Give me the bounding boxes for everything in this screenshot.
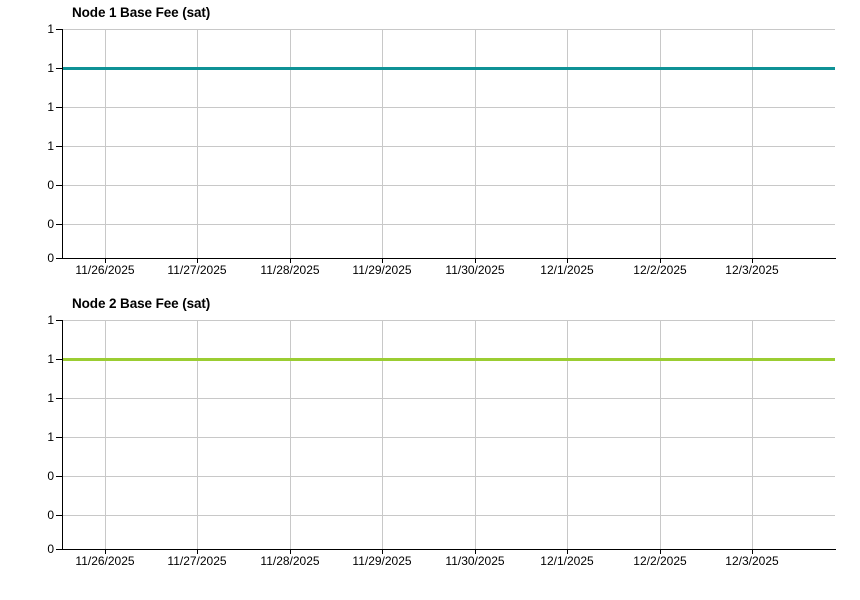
y-axis-tick bbox=[56, 68, 62, 69]
x-axis-tick bbox=[567, 549, 568, 554]
vertical-gridline bbox=[752, 320, 753, 549]
y-axis-tick-label: 0 bbox=[47, 217, 54, 231]
x-axis-tick bbox=[382, 549, 383, 554]
vertical-gridline bbox=[475, 320, 476, 549]
x-axis-tick bbox=[197, 549, 198, 554]
horizontal-gridline bbox=[62, 476, 835, 477]
x-axis-tick bbox=[752, 258, 753, 263]
x-axis-tick bbox=[567, 258, 568, 263]
y-axis-tick-label: 0 bbox=[47, 251, 54, 265]
y-axis-tick bbox=[56, 320, 62, 321]
horizontal-gridline bbox=[62, 185, 835, 186]
x-axis-tick bbox=[475, 549, 476, 554]
x-axis-tick-label: 11/29/2025 bbox=[352, 554, 412, 568]
y-axis-tick bbox=[56, 29, 62, 30]
x-axis-tick-label: 12/2/2025 bbox=[633, 554, 687, 568]
horizontal-gridline bbox=[62, 515, 835, 516]
y-axis-tick-label: 0 bbox=[47, 508, 54, 522]
x-axis-tick-label: 11/26/2025 bbox=[75, 263, 135, 277]
y-axis-tick bbox=[56, 398, 62, 399]
y-axis-tick bbox=[56, 258, 62, 259]
y-axis-tick-label: 1 bbox=[47, 61, 54, 75]
x-axis-tick-label: 12/3/2025 bbox=[725, 554, 779, 568]
series-line bbox=[62, 67, 835, 70]
chart-title: Node 2 Base Fee (sat) bbox=[72, 296, 211, 311]
x-axis-tick bbox=[290, 549, 291, 554]
horizontal-gridline bbox=[62, 146, 835, 147]
x-axis-line bbox=[62, 258, 836, 259]
y-axis-tick-label: 1 bbox=[47, 352, 54, 366]
x-axis-tick-label: 11/27/2025 bbox=[167, 554, 227, 568]
y-axis-tick bbox=[56, 146, 62, 147]
chart-panel-node-1: Node 1 Base Fee (sat) 1 1 1 1 0 0 0 11/26/2025 1… bbox=[0, 0, 860, 290]
vertical-gridline bbox=[105, 29, 106, 258]
y-axis-tick-label: 0 bbox=[47, 178, 54, 192]
y-axis-line bbox=[62, 29, 63, 259]
horizontal-gridline bbox=[62, 398, 835, 399]
vertical-gridline bbox=[660, 29, 661, 258]
vertical-gridline bbox=[567, 320, 568, 549]
y-axis-tick bbox=[56, 549, 62, 550]
horizontal-gridline bbox=[62, 29, 835, 30]
vertical-gridline bbox=[752, 29, 753, 258]
y-axis-tick bbox=[56, 476, 62, 477]
y-axis-tick bbox=[56, 224, 62, 225]
x-axis-tick bbox=[382, 258, 383, 263]
x-axis-tick bbox=[105, 549, 106, 554]
y-axis-tick bbox=[56, 437, 62, 438]
x-axis-tick bbox=[290, 258, 291, 263]
vertical-gridline bbox=[290, 320, 291, 549]
x-axis-tick bbox=[105, 258, 106, 263]
y-axis-tick bbox=[56, 107, 62, 108]
vertical-gridline bbox=[382, 320, 383, 549]
vertical-gridline bbox=[382, 29, 383, 258]
vertical-gridline bbox=[197, 320, 198, 549]
x-axis-tick bbox=[475, 258, 476, 263]
x-axis-tick-label: 11/30/2025 bbox=[445, 263, 505, 277]
vertical-gridline bbox=[567, 29, 568, 258]
horizontal-gridline bbox=[62, 320, 835, 321]
y-axis-tick-label: 1 bbox=[47, 139, 54, 153]
plot-area bbox=[62, 29, 835, 258]
y-axis-line bbox=[62, 320, 63, 550]
chart-title: Node 1 Base Fee (sat) bbox=[72, 5, 211, 20]
y-axis-tick bbox=[56, 185, 62, 186]
y-axis-tick bbox=[56, 515, 62, 516]
x-axis-tick-label: 11/28/2025 bbox=[260, 263, 320, 277]
x-axis-tick-label: 11/28/2025 bbox=[260, 554, 320, 568]
x-axis-line bbox=[62, 549, 836, 550]
plot-area bbox=[62, 320, 835, 549]
y-axis-tick-label: 0 bbox=[47, 469, 54, 483]
y-axis-tick-label: 1 bbox=[47, 100, 54, 114]
x-axis-tick-label: 11/26/2025 bbox=[75, 554, 135, 568]
horizontal-gridline bbox=[62, 107, 835, 108]
x-axis-tick-label: 12/1/2025 bbox=[540, 263, 594, 277]
x-axis-tick bbox=[660, 258, 661, 263]
x-axis-tick-label: 12/1/2025 bbox=[540, 554, 594, 568]
y-axis-tick-label: 0 bbox=[47, 542, 54, 556]
vertical-gridline bbox=[197, 29, 198, 258]
y-axis-tick-label: 1 bbox=[47, 313, 54, 327]
horizontal-gridline bbox=[62, 224, 835, 225]
vertical-gridline bbox=[475, 29, 476, 258]
x-axis-tick bbox=[660, 549, 661, 554]
x-axis-tick-label: 11/29/2025 bbox=[352, 263, 412, 277]
x-axis-tick bbox=[752, 549, 753, 554]
x-axis-tick-label: 12/3/2025 bbox=[725, 263, 779, 277]
x-axis-tick-label: 12/2/2025 bbox=[633, 263, 687, 277]
y-axis-tick-label: 1 bbox=[47, 22, 54, 36]
y-axis-tick-label: 1 bbox=[47, 430, 54, 444]
vertical-gridline bbox=[660, 320, 661, 549]
x-axis-tick bbox=[197, 258, 198, 263]
vertical-gridline bbox=[290, 29, 291, 258]
horizontal-gridline bbox=[62, 437, 835, 438]
vertical-gridline bbox=[105, 320, 106, 549]
x-axis-tick-label: 11/27/2025 bbox=[167, 263, 227, 277]
series-line bbox=[62, 358, 835, 361]
y-axis-tick bbox=[56, 359, 62, 360]
chart-panel-node-2: Node 2 Base Fee (sat) 1 1 1 1 0 0 0 11/26/2025 1… bbox=[0, 291, 860, 581]
x-axis-tick-label: 11/30/2025 bbox=[445, 554, 505, 568]
y-axis-tick-label: 1 bbox=[47, 391, 54, 405]
